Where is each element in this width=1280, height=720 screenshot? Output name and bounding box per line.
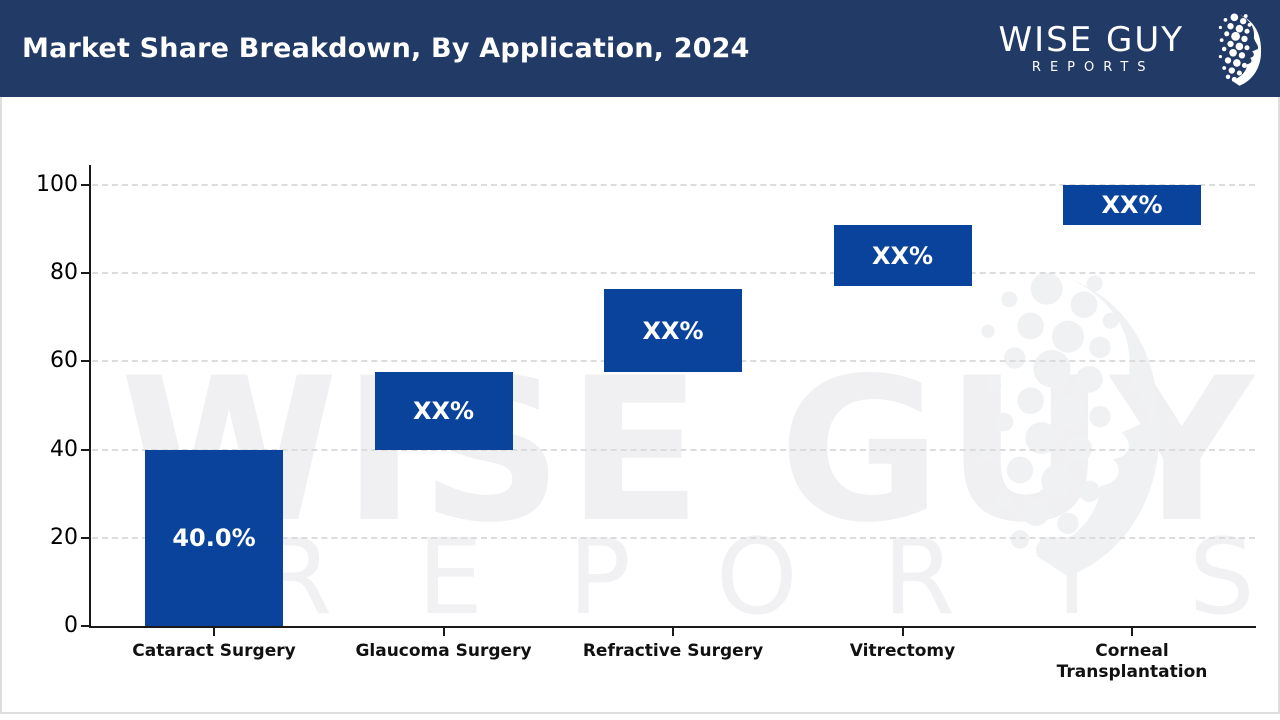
x-tick-mark	[672, 628, 674, 636]
x-category-label: Cataract Surgery	[132, 641, 296, 661]
brand-logo-text: WISE GUY REPORTS	[998, 23, 1184, 74]
bar-segment: XX%	[604, 288, 742, 373]
bar-segment: XX%	[1063, 185, 1201, 225]
x-category-label: Vitrectomy	[849, 641, 956, 661]
y-axis-line	[89, 165, 91, 628]
bar-segment: XX%	[833, 224, 972, 287]
plot: 0 20 40 60 80 100 40.0% Cataract Surgery XX% Glau…	[2, 97, 1278, 712]
bar-segment: 40.0%	[145, 449, 283, 626]
y-tick-mark	[81, 272, 90, 275]
bar-value-label: XX%	[1101, 190, 1163, 219]
y-tick-label: 40	[50, 436, 78, 462]
gridline-20	[92, 536, 1255, 539]
bar-value-label: XX%	[871, 241, 934, 270]
x-tick-mark	[1131, 628, 1133, 636]
page-title: Market Share Breakdown, By Application, …	[22, 33, 750, 64]
bar-segment: XX%	[374, 372, 513, 450]
gridline-100	[92, 184, 1255, 186]
dotted-head-icon	[1218, 13, 1262, 86]
chart-area: WISE GUY R E P O R T S 0 20 40 60 80 100 40.0%…	[0, 97, 1280, 714]
y-tick-mark	[81, 536, 90, 539]
header: Market Share Breakdown, By Application, …	[0, 0, 1280, 97]
x-category-label: Corneal Transplantation	[1056, 641, 1208, 683]
brand-subname: REPORTS	[1031, 60, 1155, 75]
y-tick-label: 100	[36, 172, 78, 197]
x-tick-mark	[901, 628, 904, 636]
x-axis-line	[89, 626, 1256, 628]
x-tick-mark	[442, 628, 445, 636]
brand-name: WISE GUY	[998, 20, 1184, 60]
x-category-label: Refractive Surgery	[582, 641, 764, 661]
bar-value-label: 40.0%	[172, 523, 256, 552]
gridline-80	[92, 272, 1255, 275]
x-category-label: Glaucoma Surgery	[355, 641, 532, 661]
brand-logo: WISE GUY REPORTS	[998, 10, 1266, 88]
x-tick-mark	[213, 628, 215, 636]
y-tick-mark	[81, 448, 90, 451]
y-tick-label: 80	[50, 260, 78, 286]
y-tick-label: 20	[50, 524, 78, 550]
gridline-40	[92, 448, 1255, 451]
y-tick-mark	[81, 625, 90, 627]
y-tick-mark	[81, 360, 90, 363]
y-tick-label: 60	[50, 348, 78, 374]
y-tick-mark	[81, 184, 90, 186]
y-tick-label: 0	[64, 613, 78, 638]
bar-value-label: XX%	[642, 316, 704, 345]
bar-value-label: XX%	[412, 397, 475, 425]
